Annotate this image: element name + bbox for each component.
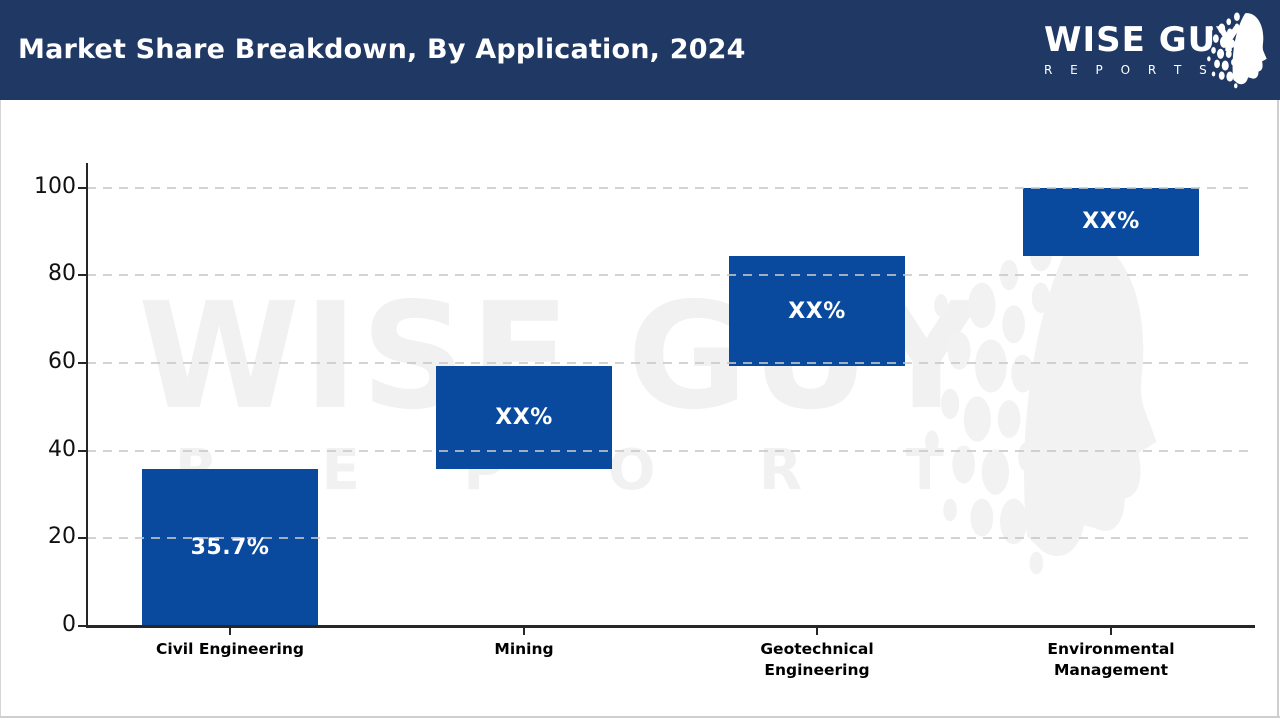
y-tick-20 — [78, 537, 86, 540]
y-tick-label-100: 100 — [34, 173, 76, 199]
bar-value-label: XX% — [495, 405, 553, 431]
x-label-mining: Mining — [494, 640, 554, 658]
y-tick-40 — [78, 449, 86, 452]
wise-guy-logo: WISE GUY R E P O R T S — [1032, 6, 1272, 94]
bar-civil-engineering: 35.7% — [142, 469, 318, 626]
x-tick-0 — [229, 627, 231, 635]
gridline-100 — [87, 186, 1254, 189]
y-tick-100 — [78, 186, 86, 189]
gridline-60 — [87, 361, 1254, 364]
bar-environmental-management: XX% — [1023, 187, 1199, 257]
y-tick-label-0: 0 — [62, 612, 76, 637]
gridline-20 — [87, 537, 1254, 540]
bar-value-label: 35.7% — [190, 535, 270, 561]
bar-value-label: XX% — [1082, 209, 1140, 235]
page-title: Market Share Breakdown, By Application, … — [18, 34, 746, 65]
card-border-bottom — [0, 716, 1280, 718]
bar-geotechnical-engineering: XX% — [729, 256, 905, 366]
y-tick-label-80: 80 — [48, 261, 76, 287]
logo-subtitle: R E P O R T S — [1044, 63, 1214, 77]
watermark-reports: R E P O R T S — [175, 438, 1130, 503]
bar-mining: XX% — [436, 365, 612, 470]
x-label-environmental-management: Environmental Management — [1047, 640, 1175, 679]
y-tick-0 — [78, 625, 86, 627]
y-tick-label-20: 20 — [48, 524, 76, 550]
gridline-80 — [87, 274, 1254, 277]
x-tick-3 — [1110, 627, 1112, 635]
card-border-right — [1277, 100, 1279, 717]
x-tick-2 — [816, 627, 818, 635]
x-label-civil-engineering: Civil Engineering — [156, 640, 304, 658]
bar-value-label: XX% — [788, 298, 846, 324]
y-tick-label-60: 60 — [48, 348, 76, 374]
y-tick-label-40: 40 — [48, 436, 76, 462]
y-axis-line — [86, 163, 88, 628]
header-bar: Market Share Breakdown, By Application, … — [0, 0, 1280, 100]
x-tick-1 — [523, 627, 525, 635]
y-tick-80 — [78, 274, 86, 277]
x-label-geotechnical-engineering: Geotechnical Engineering — [760, 640, 874, 679]
gridline-40 — [87, 449, 1254, 452]
card-border-left — [0, 100, 1, 717]
x-axis-line — [86, 625, 1255, 628]
y-tick-60 — [78, 361, 86, 364]
